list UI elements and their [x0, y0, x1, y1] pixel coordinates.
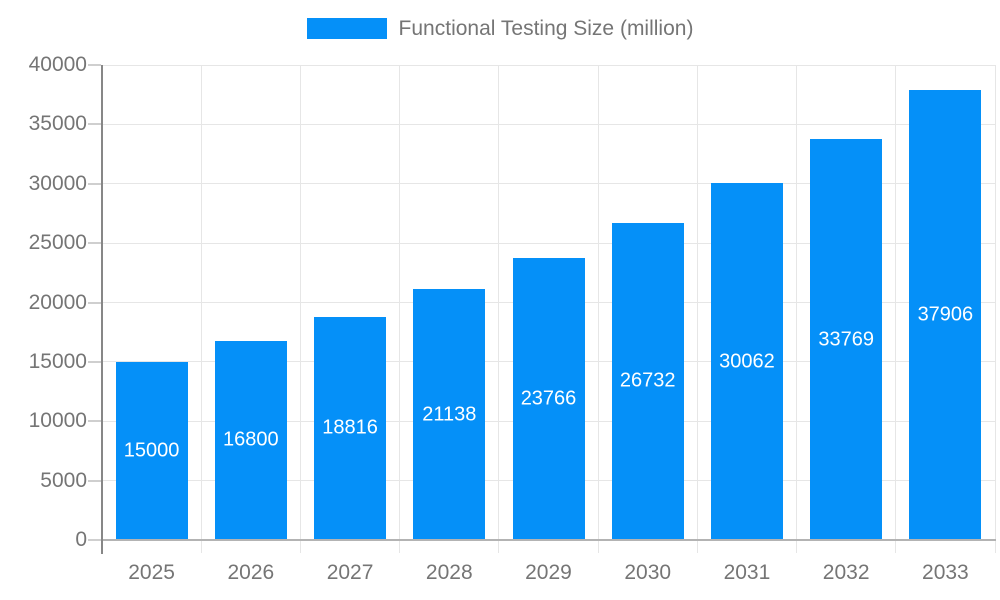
- v-gridline: [299, 65, 301, 540]
- x-axis-label: 2028: [425, 561, 473, 584]
- x-axis-label: 2032: [822, 561, 870, 584]
- x-axis-line: [102, 539, 996, 541]
- y-tick: [88, 301, 101, 304]
- v-gridline: [895, 65, 897, 540]
- x-axis-label: 2026: [227, 561, 275, 584]
- y-axis-label: 30000: [28, 171, 87, 195]
- bar-value-label: 23766: [520, 387, 577, 410]
- bar-value-label: 30062: [719, 350, 775, 372]
- h-gridline: [102, 123, 995, 125]
- h-gridline: [102, 183, 995, 185]
- x-axis-label: 2033: [922, 561, 969, 584]
- x-axis-label: 2030: [624, 561, 672, 584]
- x-axis-label: 2025: [128, 561, 175, 584]
- bar: 21138: [413, 289, 486, 540]
- bar-value-label: 21138: [422, 403, 477, 425]
- bar: 16800: [214, 340, 287, 540]
- legend-swatch: [306, 18, 387, 39]
- y-tick: [88, 420, 101, 423]
- x-tick: [597, 540, 599, 553]
- y-axis-label: 40000: [28, 53, 87, 76]
- v-gridline: [597, 65, 599, 540]
- bar: 30062: [710, 183, 783, 540]
- x-tick: [895, 540, 897, 553]
- y-tick: [88, 123, 101, 126]
- x-tick: [696, 540, 698, 553]
- x-tick: [399, 540, 401, 553]
- v-gridline: [796, 65, 798, 540]
- bar-value-label: 26732: [619, 369, 676, 392]
- y-axis-label: 5000: [40, 468, 87, 492]
- x-axis-label: 2027: [326, 561, 374, 584]
- y-tick: [88, 182, 101, 185]
- y-tick: [88, 539, 101, 541]
- y-axis-label: 15000: [28, 349, 87, 373]
- v-gridline: [498, 65, 500, 540]
- bar: 23766: [512, 257, 585, 540]
- bar-value-label: 16800: [223, 428, 279, 451]
- x-axis-label: 2029: [525, 561, 572, 584]
- bar-value-label: 18816: [322, 416, 378, 439]
- bar-value-label: 37906: [917, 303, 974, 326]
- x-tick: [498, 540, 500, 553]
- bar: 26732: [611, 222, 684, 540]
- v-gridline: [200, 65, 202, 540]
- y-axis-label: 0: [75, 528, 87, 551]
- bar-value-label: 33769: [818, 328, 874, 350]
- x-tick: [994, 540, 996, 553]
- v-gridline: [399, 65, 401, 540]
- bar-value-label: 15000: [123, 439, 180, 462]
- y-tick: [88, 360, 101, 363]
- bar: 18816: [314, 316, 387, 540]
- v-gridline: [696, 65, 698, 540]
- legend: Functional Testing Size (million): [0, 18, 1000, 39]
- legend-label: Functional Testing Size (million): [398, 17, 694, 40]
- x-tick: [796, 540, 798, 553]
- y-axis-label: 10000: [28, 409, 87, 433]
- y-axis-label: 35000: [28, 112, 87, 136]
- x-tick: [299, 540, 301, 553]
- v-gridline: [994, 65, 996, 540]
- x-tick: [200, 540, 202, 553]
- h-gridline: [102, 242, 995, 244]
- plot-area: 15000 16800 18816 21138 23766 26732 30062 33769…: [102, 64, 996, 553]
- y-axis-label: 20000: [28, 290, 87, 314]
- bar: 15000: [115, 361, 188, 540]
- y-tick: [88, 479, 101, 482]
- y-tick: [88, 242, 101, 245]
- bar: 37906: [909, 89, 982, 540]
- bar: 33769: [810, 139, 883, 540]
- x-axis-label: 2031: [723, 561, 771, 584]
- y-tick: [88, 64, 101, 66]
- y-axis-line: [101, 65, 103, 554]
- h-gridline: [102, 64, 995, 66]
- y-axis-label: 25000: [28, 231, 87, 255]
